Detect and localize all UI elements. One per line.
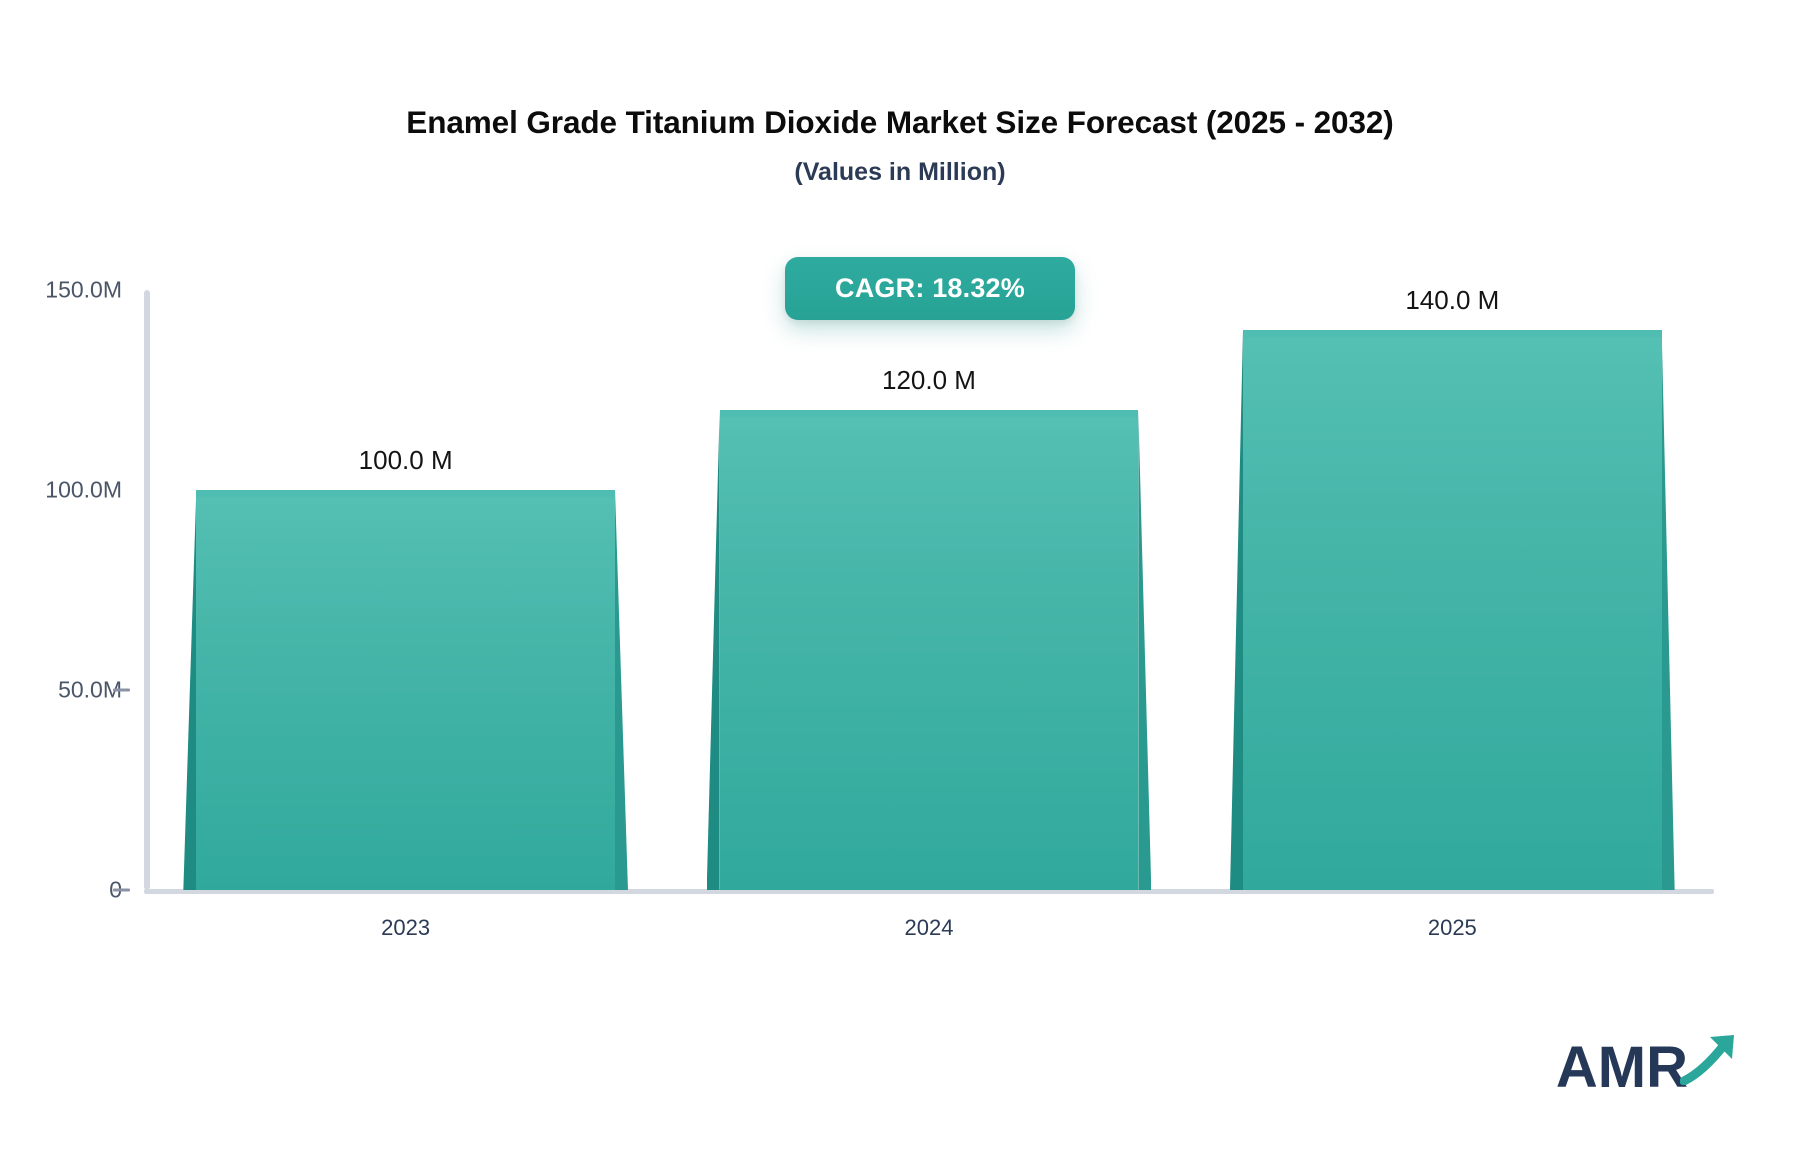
- bar-value-label: 120.0 M: [882, 365, 976, 395]
- bar-left-bevel: [1230, 330, 1243, 890]
- bar-left-bevel: [706, 410, 720, 890]
- amr-logo: AMR: [1556, 1031, 1742, 1104]
- cagr-badge-label: CAGR: 18.32%: [835, 273, 1025, 303]
- cagr-badge: CAGR: 18.32%: [785, 257, 1075, 320]
- y-axis-tick-label: 150.0M: [45, 276, 122, 303]
- y-axis-tick-label: 50.0M: [58, 676, 122, 703]
- plot-area: 100.0 M 120.0 M 140.0 M: [144, 285, 1714, 894]
- bar: [719, 410, 1139, 890]
- bar-top-highlight: [719, 410, 1139, 417]
- bar-value-label: 140.0 M: [1405, 285, 1500, 315]
- y-axis-tick-mark: [113, 688, 130, 692]
- y-axis-tick-label: 100.0M: [45, 476, 122, 503]
- x-axis-tick-label: 2023: [381, 915, 431, 940]
- y-axis-tick-mark: [113, 888, 130, 892]
- bar-left-bevel: [183, 490, 197, 890]
- title-block: Enamel Grade Titanium Dioxide Market Siz…: [0, 104, 1800, 187]
- bars-layer: 100.0 M 120.0 M 140.0 M: [144, 285, 1714, 890]
- chart-title: Enamel Grade Titanium Dioxide Market Siz…: [406, 104, 1394, 140]
- x-axis-spine: [144, 889, 1714, 894]
- bar: [1243, 330, 1662, 890]
- y-axis-tick-label: 0: [4, 877, 122, 904]
- bar-right-bevel: [1661, 330, 1675, 890]
- x-axis-tick-label: 2025: [1427, 915, 1477, 940]
- x-axis-tick-label: 2024: [904, 915, 954, 940]
- y-axis-spine: [144, 290, 150, 890]
- bar-top-highlight: [1243, 330, 1662, 337]
- bar-value-label: 100.0 M: [358, 445, 453, 475]
- amr-wordmark: AMR: [1555, 1034, 1688, 1100]
- growth-arrow-icon: [1679, 1031, 1742, 1090]
- bar-column: 100.0 M: [183, 290, 628, 890]
- bar-top-highlight: [196, 490, 615, 497]
- bar: [196, 490, 615, 890]
- chart-subtitle: (Values in Million): [794, 157, 1006, 186]
- bar-column: 140.0 M: [1230, 285, 1675, 890]
- bar-right-bevel: [1138, 410, 1152, 890]
- bar-column: 120.0 M: [706, 290, 1152, 890]
- bar-right-bevel: [614, 490, 628, 890]
